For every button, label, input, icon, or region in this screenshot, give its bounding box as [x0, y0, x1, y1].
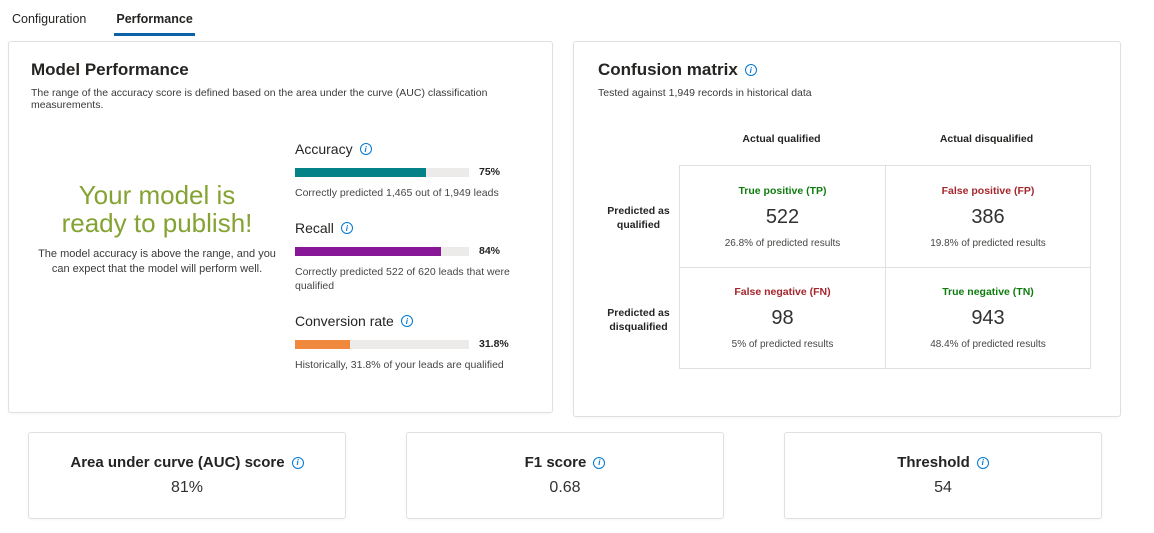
- info-icon[interactable]: i: [291, 456, 304, 469]
- metric-recall: Recall i 84% Correctly predicted 522 of …: [295, 220, 517, 293]
- recall-bar: [295, 246, 469, 256]
- model-status-headline-line1: Your model is: [78, 180, 236, 210]
- model-status-headline: Your model is ready to publish!: [31, 181, 283, 237]
- confusion-matrix-card: Confusion matrix i Tested against 1,949 …: [573, 41, 1121, 417]
- false-negative-label: False negative (FN): [734, 286, 831, 298]
- true-negative-value: 943: [971, 307, 1005, 329]
- false-positive-label: False positive (FP): [941, 184, 1035, 197]
- conversion-rate-bar: [295, 339, 469, 349]
- info-icon[interactable]: i: [400, 315, 413, 327]
- model-performance-card: Model Performance The range of the accur…: [8, 41, 553, 413]
- model-performance-subtitle: The range of the accuracy score is defin…: [31, 87, 488, 111]
- threshold-value: 54: [934, 479, 952, 496]
- confusion-matrix-grid: Predicted as qualified Predicted as disq…: [598, 133, 1096, 371]
- false-negative-description: 5% of predicted results: [731, 339, 834, 350]
- cell-false-negative: False negative (FN) 98 5% of predicted r…: [680, 267, 885, 368]
- summary-row: Area under curve (AUC) score i 81% F1 sc…: [28, 432, 1102, 519]
- conversion-rate-bar-fill: [295, 339, 351, 349]
- auc-score-value: 81%: [170, 479, 204, 496]
- col-header-actual-disqualified: Actual disqualified: [939, 133, 1034, 145]
- conversion-rate-label: Conversion rate: [295, 313, 394, 329]
- row-header-predicted-qualified: Predicted as qualified: [607, 205, 670, 231]
- accuracy-label: Accuracy: [295, 141, 353, 157]
- recall-label: Recall: [295, 220, 334, 236]
- tab-configuration[interactable]: Configuration: [12, 12, 87, 26]
- model-status-headline-line2: ready to publish!: [61, 208, 253, 238]
- cell-true-negative: True negative (TN) 943 48.4% of predicte…: [885, 267, 1090, 368]
- main-content: Model Performance The range of the accur…: [0, 36, 1154, 417]
- recall-bar-fill: [295, 246, 442, 256]
- row-header-predicted-disqualified: Predicted as disqualified: [607, 307, 670, 333]
- recall-description: Correctly predicted 522 of 620 leads tha…: [295, 266, 510, 292]
- false-negative-value: 98: [771, 307, 794, 329]
- confusion-matrix-title: Confusion matrix: [598, 60, 738, 79]
- confusion-matrix-subtitle: Tested against 1,949 records in historic…: [598, 87, 812, 99]
- cell-false-positive: False positive (FP) 386 19.8% of predict…: [885, 166, 1090, 267]
- info-icon[interactable]: i: [593, 456, 606, 469]
- info-icon[interactable]: i: [359, 143, 372, 155]
- info-icon[interactable]: i: [340, 222, 353, 234]
- model-status: Your model is ready to publish! The mode…: [31, 123, 283, 392]
- tab-bar: Configuration Performance: [0, 0, 1154, 36]
- true-negative-description: 48.4% of predicted results: [930, 339, 1046, 350]
- tab-performance[interactable]: Performance: [114, 8, 195, 36]
- f1-score-value: 0.68: [549, 479, 581, 496]
- conversion-rate-description: Historically, 31.8% of your leads are qu…: [295, 359, 504, 371]
- accuracy-value: 75%: [479, 166, 501, 178]
- threshold-card: Threshold i 54: [784, 432, 1102, 519]
- metrics-column: Accuracy i 75% Correctly predicted 1,465…: [295, 123, 517, 392]
- col-header-actual-qualified: Actual qualified: [742, 133, 821, 145]
- recall-value: 84%: [479, 245, 501, 257]
- accuracy-bar: [295, 167, 469, 177]
- accuracy-bar-fill: [295, 167, 426, 177]
- model-performance-title: Model Performance: [31, 60, 189, 79]
- f1-score-card: F1 score i 0.68: [406, 432, 724, 519]
- accuracy-description: Correctly predicted 1,465 out of 1,949 l…: [295, 187, 499, 199]
- cell-true-positive: True positive (TP) 522 26.8% of predicte…: [680, 166, 885, 267]
- false-positive-description: 19.8% of predicted results: [930, 237, 1046, 249]
- threshold-label: Threshold: [897, 454, 970, 471]
- model-status-description: The model accuracy is above the range, a…: [38, 248, 276, 275]
- metric-conversion-rate: Conversion rate i 31.8% Historically, 31…: [295, 313, 517, 372]
- true-negative-label: True negative (TN): [942, 286, 1034, 298]
- f1-score-label: F1 score: [524, 454, 587, 471]
- conversion-rate-value: 31.8%: [479, 338, 509, 350]
- metric-accuracy: Accuracy i 75% Correctly predicted 1,465…: [295, 141, 517, 200]
- false-positive-value: 386: [971, 205, 1005, 228]
- auc-score-label: Area under curve (AUC) score: [70, 454, 285, 471]
- auc-score-card: Area under curve (AUC) score i 81%: [28, 432, 346, 519]
- true-positive-label: True positive (TP): [738, 184, 827, 197]
- true-positive-description: 26.8% of predicted results: [724, 237, 841, 249]
- true-positive-value: 522: [765, 205, 800, 228]
- info-icon[interactable]: i: [744, 64, 757, 76]
- info-icon[interactable]: i: [976, 456, 989, 469]
